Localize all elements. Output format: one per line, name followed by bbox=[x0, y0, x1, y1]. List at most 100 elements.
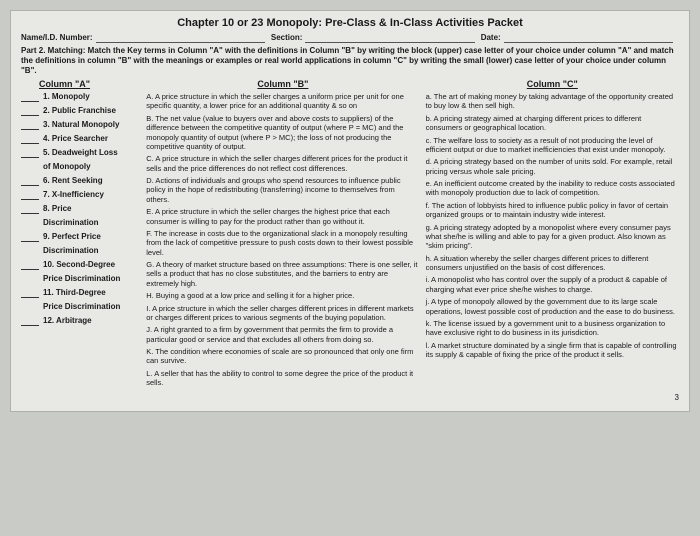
definition-c: h. A situation whereby the seller charge… bbox=[426, 254, 679, 273]
term-text: Price Discrimination bbox=[43, 302, 120, 312]
definition-c: j. A type of monopoly allowed by the gov… bbox=[426, 297, 679, 316]
answer-blank bbox=[21, 288, 39, 298]
def-text: The action of lobbyists hired to influen… bbox=[426, 201, 669, 219]
definition-c: k. The license issued by a government un… bbox=[426, 319, 679, 338]
def-text: The net value (value to buyers over and … bbox=[146, 114, 403, 151]
def-key: C. bbox=[146, 154, 154, 163]
definition-b: K. The condition where economies of scal… bbox=[146, 347, 419, 366]
answer-blank bbox=[21, 204, 39, 214]
def-key: G. bbox=[146, 260, 154, 269]
def-text: A price structure in which the seller ch… bbox=[146, 304, 413, 322]
page-number: 3 bbox=[21, 393, 679, 403]
term-text: 3. Natural Monopoly bbox=[43, 120, 119, 130]
def-text: The license issued by a government unit … bbox=[426, 319, 666, 337]
definition-c: d. A pricing strategy based on the numbe… bbox=[426, 157, 679, 176]
term-row: 12. Arbitrage bbox=[21, 316, 140, 326]
definition-c: i. A monopolist who has control over the… bbox=[426, 275, 679, 294]
term-row: 7. X-Inefficiency bbox=[21, 190, 140, 200]
def-text: Actions of individuals and groups who sp… bbox=[146, 176, 400, 204]
header-row: Name/I.D. Number: Section: Date: bbox=[21, 33, 679, 44]
name-blank bbox=[96, 33, 265, 43]
term-text: 6. Rent Seeking bbox=[43, 176, 103, 186]
term-row: 5. Deadweight Loss bbox=[21, 148, 140, 158]
col-b-head: Column "B" bbox=[146, 79, 419, 90]
date-label: Date: bbox=[481, 33, 501, 44]
definition-b: L. A seller that has the ability to cont… bbox=[146, 369, 419, 388]
worksheet-sheet: Chapter 10 or 23 Monopoly: Pre-Class & I… bbox=[10, 10, 690, 412]
section-blank bbox=[305, 33, 474, 43]
definition-b: J. A right granted to a firm by governme… bbox=[146, 325, 419, 344]
definition-b: B. The net value (value to buyers over a… bbox=[146, 114, 419, 152]
def-text: A seller that has the ability to control… bbox=[146, 369, 413, 387]
def-text: A theory of market structure based on th… bbox=[146, 260, 417, 288]
term-row: of Monopoly bbox=[21, 162, 140, 172]
term-text: 1. Monopoly bbox=[43, 92, 90, 102]
term-row: Price Discrimination bbox=[21, 302, 140, 312]
term-text: 2. Public Franchise bbox=[43, 106, 116, 116]
term-text: Price Discrimination bbox=[43, 274, 120, 284]
term-text: 12. Arbitrage bbox=[43, 316, 92, 326]
def-text: The art of making money by taking advant… bbox=[426, 92, 674, 110]
definition-b: F. The increase in costs due to the orga… bbox=[146, 229, 419, 257]
term-row: 9. Perfect Price bbox=[21, 232, 140, 242]
definition-b: G. A theory of market structure based on… bbox=[146, 260, 419, 288]
term-text: 11. Third-Degree bbox=[43, 288, 106, 298]
term-text: 8. Price bbox=[43, 204, 71, 214]
definition-c: b. A pricing strategy aimed at charging … bbox=[426, 114, 679, 133]
term-row: Price Discrimination bbox=[21, 274, 140, 284]
definition-b: C. A price structure in which the seller… bbox=[146, 154, 419, 173]
column-a: Column "A" 1. Monopoly 2. Public Franchis… bbox=[21, 79, 140, 391]
definition-c: l. A market structure dominated by a sin… bbox=[426, 341, 679, 360]
def-text: The increase in costs due to the organiz… bbox=[146, 229, 413, 257]
def-text: A price structure in which the seller ch… bbox=[146, 207, 389, 225]
answer-blank bbox=[21, 120, 39, 130]
term-text: 4. Price Searcher bbox=[43, 134, 108, 144]
column-b: Column "B" A. A price structure in which… bbox=[146, 79, 419, 391]
name-label: Name/I.D. Number: bbox=[21, 33, 93, 44]
answer-blank bbox=[21, 134, 39, 144]
answer-blank bbox=[21, 92, 39, 102]
term-row: 4. Price Searcher bbox=[21, 134, 140, 144]
definition-b: I. A price structure in which the seller… bbox=[146, 304, 419, 323]
def-text: A market structure dominated by a single… bbox=[426, 341, 677, 359]
term-row: 8. Price bbox=[21, 204, 140, 214]
def-text: A pricing strategy based on the number o… bbox=[426, 157, 673, 175]
term-text: 9. Perfect Price bbox=[43, 232, 101, 242]
term-row: 6. Rent Seeking bbox=[21, 176, 140, 186]
section-label: Section: bbox=[271, 33, 303, 44]
def-text: An inefficient outcome created by the in… bbox=[426, 179, 675, 197]
chapter-title: Chapter 10 or 23 Monopoly: Pre-Class & I… bbox=[21, 17, 679, 31]
definition-c: f. The action of lobbyists hired to infl… bbox=[426, 201, 679, 220]
def-text: The welfare loss to society as a result … bbox=[426, 136, 666, 154]
def-text: A pricing strategy adopted by a monopoli… bbox=[426, 223, 671, 251]
definition-c: e. An inefficient outcome created by the… bbox=[426, 179, 679, 198]
term-row: 10. Second-Degree bbox=[21, 260, 140, 270]
def-text: A situation whereby the seller charges d… bbox=[426, 254, 649, 272]
term-row: 2. Public Franchise bbox=[21, 106, 140, 116]
definition-b: A. A price structure in which the seller… bbox=[146, 92, 419, 111]
term-text: Discrimination bbox=[43, 246, 99, 256]
answer-blank bbox=[21, 106, 39, 116]
term-row: 11. Third-Degree bbox=[21, 288, 140, 298]
answer-blank bbox=[21, 232, 39, 242]
answer-blank bbox=[21, 176, 39, 186]
definition-c: g. A pricing strategy adopted by a monop… bbox=[426, 223, 679, 251]
def-text: A price structure in which the seller ch… bbox=[146, 154, 407, 172]
column-c: Column "C" a. The art of making money by… bbox=[426, 79, 679, 391]
def-text: A type of monopoly allowed by the govern… bbox=[426, 297, 675, 315]
instructions: Part 2. Matching: Match the Key terms in… bbox=[21, 46, 679, 76]
answer-blank bbox=[21, 190, 39, 200]
definition-c: a. The art of making money by taking adv… bbox=[426, 92, 679, 111]
term-row: Discrimination bbox=[21, 218, 140, 228]
term-row: 1. Monopoly bbox=[21, 92, 140, 102]
columns-wrapper: Column "A" 1. Monopoly 2. Public Franchis… bbox=[21, 79, 679, 391]
def-text: A pricing strategy aimed at charging dif… bbox=[426, 114, 642, 132]
answer-blank bbox=[21, 148, 39, 158]
term-text: 5. Deadweight Loss bbox=[43, 148, 118, 158]
def-key: D. bbox=[146, 176, 154, 185]
answer-blank bbox=[21, 316, 39, 326]
term-row: 3. Natural Monopoly bbox=[21, 120, 140, 130]
col-a-head: Column "A" bbox=[39, 79, 140, 90]
term-text: Discrimination bbox=[43, 218, 99, 228]
def-text: Buying a good at a low price and selling… bbox=[154, 291, 355, 300]
